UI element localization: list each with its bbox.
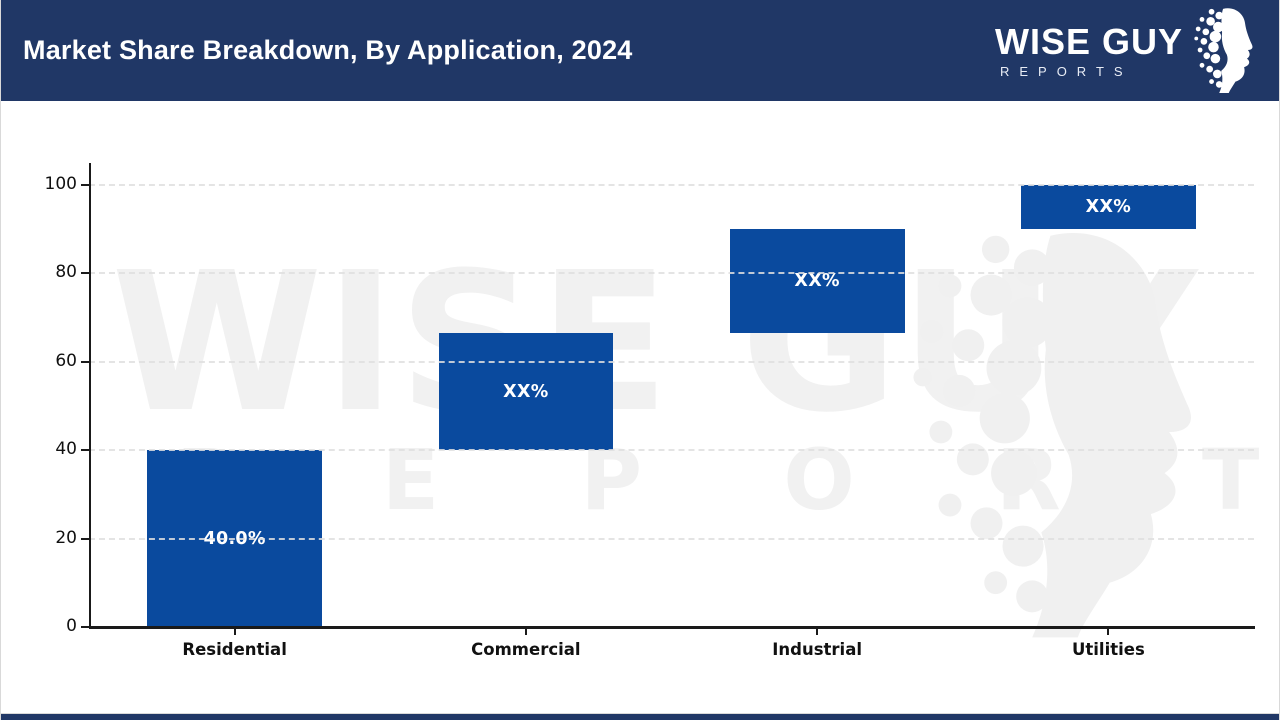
wise-guy-reports-logo: WISE GUY REPORTS	[994, 7, 1263, 94]
y-tick	[81, 626, 89, 628]
x-category-label-commercial: Commercial	[471, 640, 581, 659]
x-category-label-utilities: Utilities	[1071, 640, 1145, 659]
footer-bar	[1, 714, 1279, 720]
y-tick	[81, 537, 89, 540]
y-tick	[81, 360, 89, 363]
bar-value-label: XX%	[794, 271, 840, 292]
x-tick	[1107, 629, 1110, 635]
bar-industrial: XX%	[729, 229, 905, 334]
x-tick	[524, 629, 527, 635]
x-category-label-residential: Residential	[182, 640, 287, 659]
watermark-dotted-head-icon	[913, 233, 1191, 638]
y-tick-label: 40	[55, 439, 77, 460]
x-category-label-industrial: Industrial	[772, 640, 862, 659]
y-tick	[81, 272, 89, 275]
gridline-20	[89, 537, 1254, 540]
y-axis-spine	[89, 163, 91, 628]
x-tick	[816, 629, 819, 635]
bar-utilities: XX%	[1021, 185, 1196, 230]
logo-wordmark: WISE GUY	[994, 20, 1183, 62]
gridline-60	[89, 360, 1254, 363]
y-tick	[81, 184, 89, 186]
bar-commercial: XX%	[438, 333, 614, 451]
footer-hairline	[1, 713, 1279, 714]
y-tick	[81, 449, 89, 452]
gridline-40	[89, 449, 1254, 452]
bar-value-label: XX%	[503, 381, 549, 402]
y-tick-label: 0	[66, 616, 77, 636]
bar-value-label: XX%	[1085, 197, 1132, 218]
dotted-head-icon	[1194, 7, 1253, 93]
gridline-100	[89, 184, 1254, 186]
y-tick-label: 100	[44, 174, 77, 194]
x-axis-spine	[89, 626, 1255, 629]
y-tick-label: 20	[55, 527, 77, 548]
header-bar: Market Share Breakdown, By Application, …	[1, 0, 1279, 101]
y-tick-label: 60	[55, 350, 77, 371]
x-tick	[233, 629, 236, 635]
y-tick-label: 80	[55, 262, 77, 283]
gridline-80	[89, 272, 1254, 275]
logo-subtext: REPORTS	[999, 63, 1133, 79]
chart-title: Market Share Breakdown, By Application, …	[23, 35, 633, 65]
